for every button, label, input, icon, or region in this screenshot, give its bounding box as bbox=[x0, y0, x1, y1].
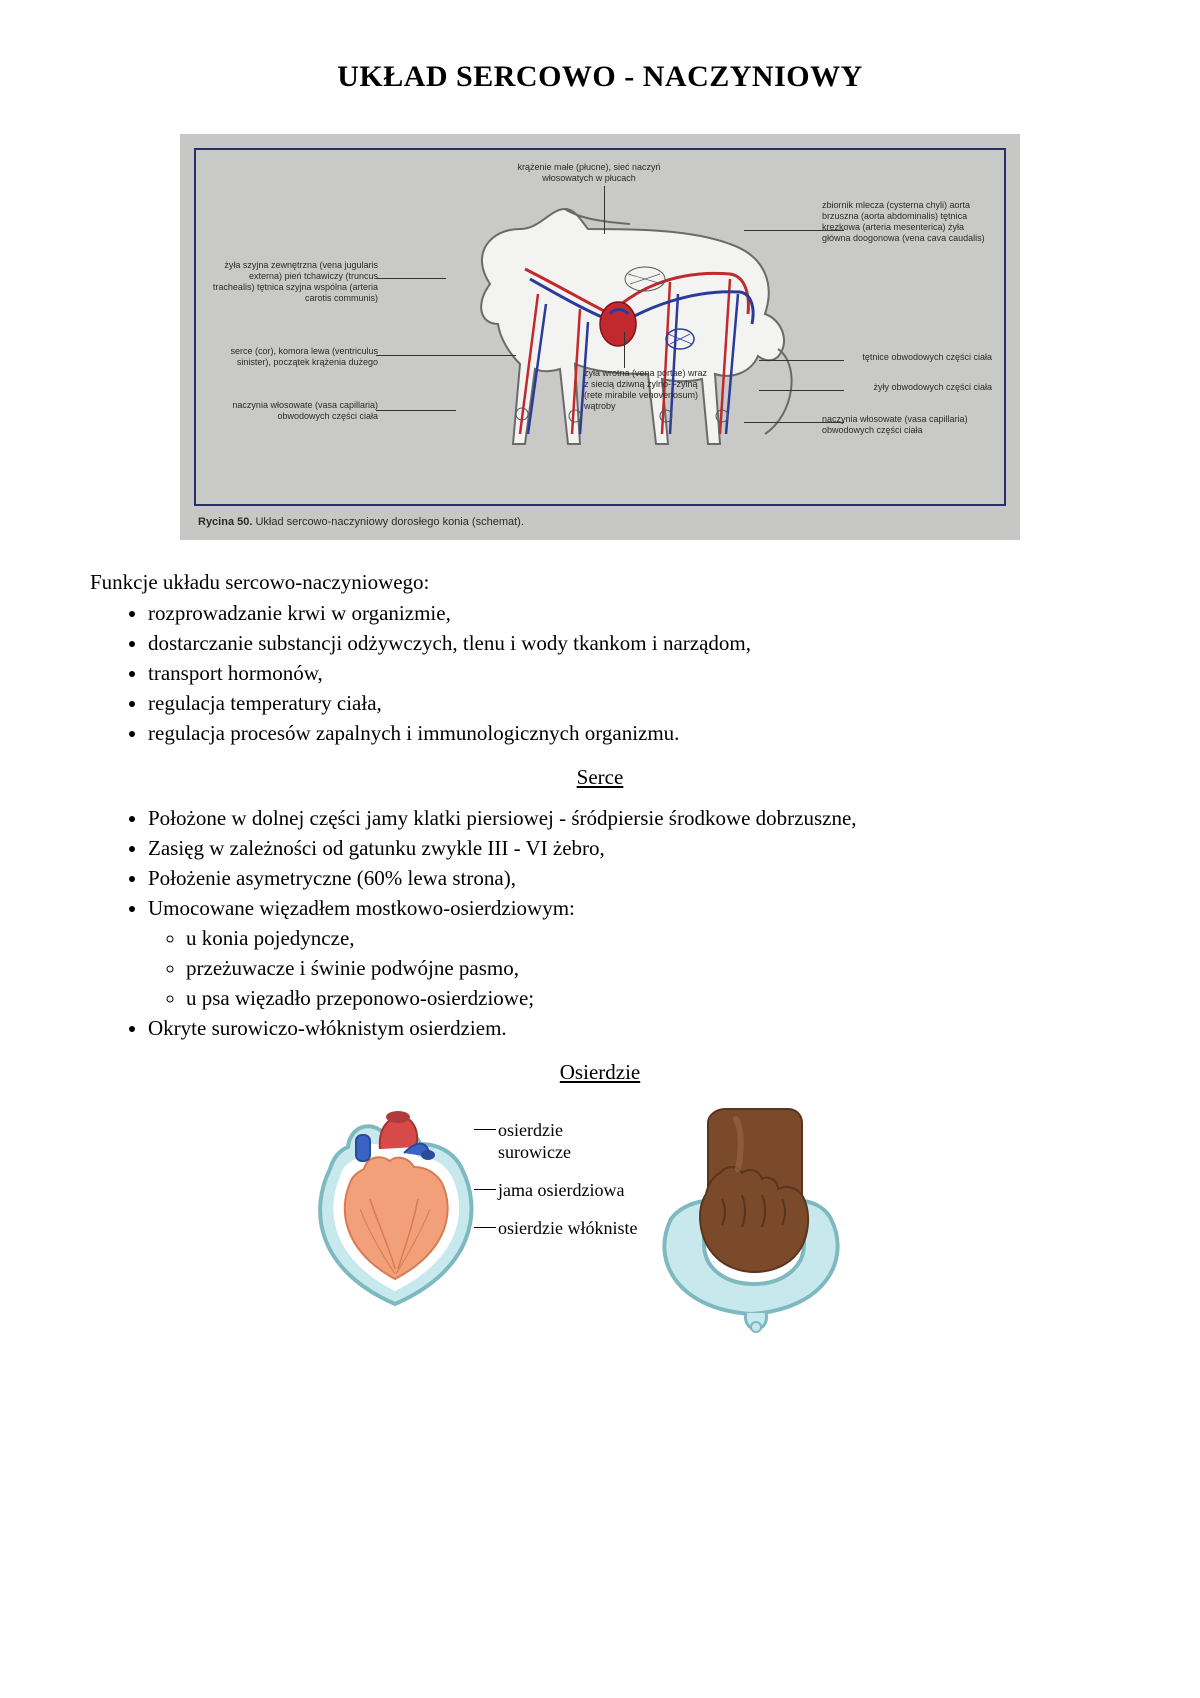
diagram-label-right-2: tętnice obwodowych części ciała bbox=[862, 352, 992, 363]
pericardium-label-row: jama osierdziowa bbox=[498, 1179, 638, 1201]
section-heading-pericardium: Osierdzie bbox=[90, 1060, 1110, 1085]
list-item: regulacja procesów zapalnych i immunolog… bbox=[148, 719, 1110, 747]
diagram-label-portal: żyła wrotna (vena portae) wraz z siecią … bbox=[584, 368, 714, 412]
leader-line bbox=[376, 278, 446, 279]
functions-list: rozprowadzanie krwi w organizmie, dostar… bbox=[90, 599, 1110, 747]
list-item: Zasięg w zależności od gatunku zwykle II… bbox=[148, 834, 1110, 862]
functions-heading: Funkcje układu sercowo-naczyniowego: bbox=[90, 570, 1110, 595]
heart-list: Położone w dolnej części jamy klatki pie… bbox=[90, 804, 1110, 1042]
figure-caption-text: Układ sercowo-naczyniowy dorosłego konia… bbox=[252, 516, 523, 528]
leader-line bbox=[604, 186, 605, 234]
list-item: dostarczanie substancji odżywczych, tlen… bbox=[148, 629, 1110, 657]
diagram-label-lungs: krążenie małe (płucne), sieć naczyń włos… bbox=[504, 162, 674, 184]
pericardium-label-cavity: jama osierdziowa bbox=[498, 1180, 624, 1200]
horse-illustration bbox=[370, 174, 830, 474]
diagram-label-right-3: żyły obwodowych części ciała bbox=[873, 382, 992, 393]
pericardium-labels: osierdzie surowicze jama osierdziowa osi… bbox=[498, 1099, 638, 1255]
diagram-label-left-1: żyła szyjna zewnętrzna (vena jugularis e… bbox=[208, 260, 378, 304]
diagram-label-right-4: naczynia włosowate (vasa capillaria) obw… bbox=[822, 414, 992, 436]
list-item: transport hormonów, bbox=[148, 659, 1110, 687]
document-page: UKŁAD SERCOWO - NACZYNIOWY bbox=[0, 0, 1200, 1698]
list-item: rozprowadzanie krwi w organizmie, bbox=[148, 599, 1110, 627]
leader-line bbox=[474, 1189, 496, 1190]
pericardium-label-serous: osierdzie surowicze bbox=[498, 1120, 571, 1162]
diagram-label-left-3: naczynia włosowate (vasa capillaria) obw… bbox=[208, 400, 378, 422]
leader-line bbox=[759, 360, 844, 361]
page-title: UKŁAD SERCOWO - NACZYNIOWY bbox=[90, 60, 1110, 94]
section-heading-heart: Serce bbox=[90, 765, 1110, 790]
pericardium-label-row: osierdzie włókniste bbox=[498, 1217, 638, 1239]
list-item: Położenie asymetryczne (60% lewa strona)… bbox=[148, 864, 1110, 892]
fist-svg bbox=[646, 1099, 856, 1339]
horse-figure-frame: krążenie małe (płucne), sieć naczyń włos… bbox=[194, 148, 1006, 506]
pericardium-figure: osierdzie surowicze jama osierdziowa osi… bbox=[300, 1099, 900, 1344]
leader-line bbox=[744, 422, 844, 423]
leader-line bbox=[624, 332, 625, 368]
leader-line bbox=[744, 230, 844, 231]
pericardium-label-fibrous: osierdzie włókniste bbox=[498, 1218, 637, 1238]
list-item: u konia pojedyncze, bbox=[186, 924, 1110, 952]
horse-figure-caption: Rycina 50. Układ sercowo-naczyniowy doro… bbox=[194, 506, 1006, 534]
list-item: Położone w dolnej części jamy klatki pie… bbox=[148, 804, 1110, 832]
fist-in-sac-illustration bbox=[646, 1099, 856, 1344]
list-item: regulacja temperatury ciała, bbox=[148, 689, 1110, 717]
leader-line bbox=[759, 390, 844, 391]
heart-sublist: u konia pojedyncze, przeżuwacze i świnie… bbox=[148, 924, 1110, 1012]
leader-line bbox=[376, 355, 516, 356]
list-item: Okryte surowiczo-włóknistym osierdziem. bbox=[148, 1014, 1110, 1042]
leader-line bbox=[474, 1129, 496, 1130]
list-item: Umocowane więzadłem mostkowo-osierdziowy… bbox=[148, 894, 1110, 1012]
leader-line bbox=[474, 1227, 496, 1228]
heart-svg bbox=[300, 1099, 490, 1319]
diagram-label-right-1: zbiornik mlecza (cysterna chyli) aorta b… bbox=[822, 200, 992, 244]
pericardium-label-row: osierdzie surowicze bbox=[498, 1119, 638, 1163]
list-item: przeżuwacze i świnie podwójne pasmo, bbox=[186, 954, 1110, 982]
list-item-text: Umocowane więzadłem mostkowo-osierdziowy… bbox=[148, 896, 575, 920]
list-item: u psa więzadło przeponowo-osierdziowe; bbox=[186, 984, 1110, 1012]
diagram-label-left-2: serce (cor), komora lewa (ventriculus si… bbox=[208, 346, 378, 368]
horse-cardio-figure: krążenie małe (płucne), sieć naczyń włos… bbox=[180, 134, 1020, 540]
leader-line bbox=[376, 410, 456, 411]
horse-figure-canvas: krążenie małe (płucne), sieć naczyń włos… bbox=[204, 160, 996, 500]
heart-cross-section bbox=[300, 1099, 490, 1324]
figure-caption-bold: Rycina 50. bbox=[198, 516, 252, 528]
